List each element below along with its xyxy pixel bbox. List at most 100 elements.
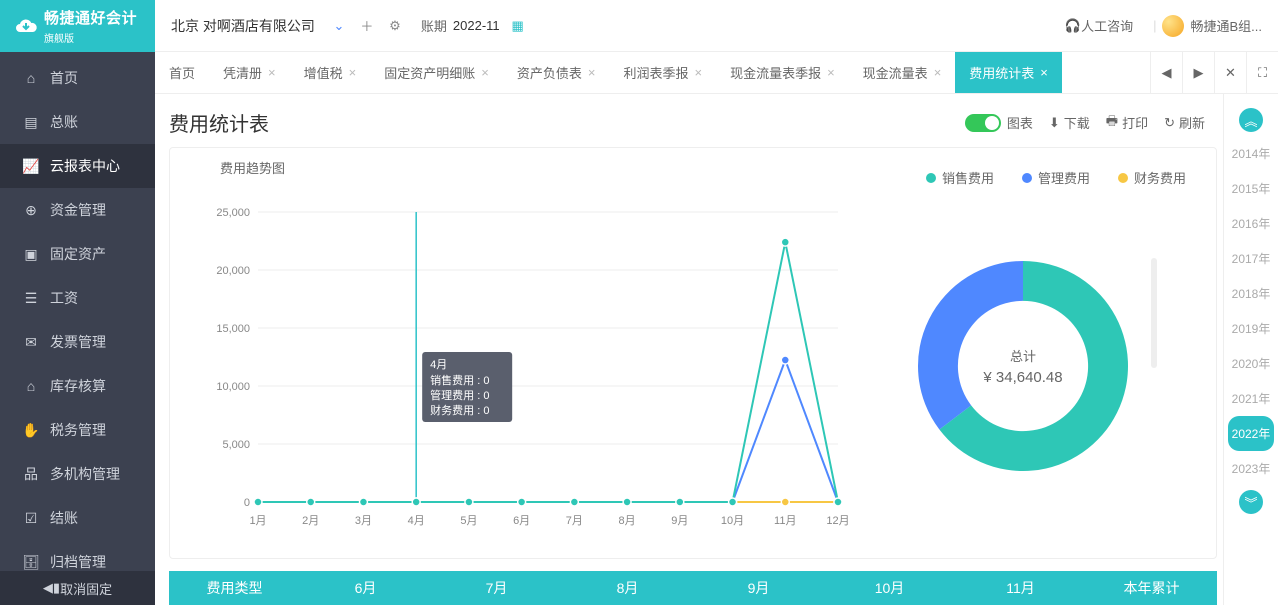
headset-icon: 🎧 (1065, 18, 1081, 34)
nav-item-stock[interactable]: ⌂库存核算 (0, 364, 155, 408)
close-icon[interactable]: × (588, 65, 596, 80)
tab[interactable]: 首页 (155, 52, 209, 93)
svg-text:0: 0 (244, 497, 250, 509)
legend-item[interactable]: 销售费用 (926, 168, 994, 187)
svg-text:8月: 8月 (619, 515, 636, 527)
nav-item-fund[interactable]: ⊕资金管理 (0, 188, 155, 232)
svg-text:5月: 5月 (460, 515, 477, 527)
page-body: 费用统计表 图表 ⬇下载 🖶打印 ↻刷新 费用趋势图 销售费用管理费用财务费用 … (155, 94, 1278, 605)
year-option[interactable]: 2018年 (1228, 276, 1274, 311)
plus-icon[interactable]: ＋ (353, 12, 381, 40)
year-option[interactable]: 2016年 (1228, 206, 1274, 241)
unpin-label: 取消固定 (60, 579, 112, 598)
nav-label: 工资 (50, 288, 78, 308)
nav-label: 归档管理 (50, 552, 106, 572)
tab[interactable]: 利润表季报 × (609, 52, 716, 93)
legend-item[interactable]: 管理费用 (1022, 168, 1090, 187)
svg-text:15,000: 15,000 (216, 323, 250, 335)
user-menu[interactable]: 畅捷通B组... (1162, 15, 1262, 37)
year-option[interactable]: 2014年 (1228, 136, 1274, 171)
year-option[interactable]: 2015年 (1228, 171, 1274, 206)
svg-text:销售费用 : 0: 销售费用 : 0 (430, 373, 489, 387)
legend-item[interactable]: 财务费用 (1118, 168, 1186, 187)
nav-item-ledger[interactable]: ▤ 总账 (0, 100, 155, 144)
chart-legend: 销售费用 管理费用 财务费用 (926, 168, 1186, 187)
nav-item-report[interactable]: 📈云报表中心 (0, 144, 155, 188)
consult-link[interactable]: 🎧 人工咨询 (1065, 16, 1133, 35)
cloud-icon (14, 14, 38, 38)
tab[interactable]: 资产负债表× (503, 52, 610, 93)
tabs-prev-button[interactable]: ◀ (1150, 52, 1182, 93)
tabs-next-button[interactable]: ▶ (1182, 52, 1214, 93)
summary-header-cell: 6月 (300, 578, 431, 598)
brand-logo: 畅捷通好会计 旗舰版 (0, 0, 155, 52)
print-icon: 🖶 (1106, 112, 1118, 134)
close-icon[interactable]: × (349, 65, 357, 80)
tab[interactable]: 凭清册 × (209, 52, 290, 93)
expense-donut-chart: 总计 ¥ 34,640.48 (908, 251, 1138, 481)
tab-label: 现金流量表季报 (730, 63, 821, 82)
nav-item-salary[interactable]: ☰工资 (0, 276, 155, 320)
year-option[interactable]: 2019年 (1228, 311, 1274, 346)
user-name: 畅捷通B组... (1190, 16, 1262, 35)
year-option[interactable]: 2022年 (1228, 416, 1274, 451)
nav-label: 库存核算 (50, 376, 106, 396)
year-option[interactable]: 2023年 (1228, 451, 1274, 486)
scrollbar-thumb[interactable] (1151, 258, 1157, 368)
print-button[interactable]: 🖶打印 (1106, 112, 1148, 134)
close-icon[interactable]: × (1040, 65, 1048, 80)
close-icon[interactable]: × (934, 65, 942, 80)
nav-item-asset[interactable]: ▣固定资产 (0, 232, 155, 276)
chart-toggle-switch[interactable] (965, 114, 1001, 132)
year-scroll-up-button[interactable]: ︽ (1239, 108, 1263, 132)
year-scroll-down-button[interactable]: ︾ (1239, 490, 1263, 514)
period-value[interactable]: 2022-11 (453, 18, 500, 33)
year-option[interactable]: 2021年 (1228, 381, 1274, 416)
summary-header-cell: 7月 (431, 578, 562, 598)
avatar-icon (1162, 15, 1184, 37)
tab[interactable]: 现金流量表× (849, 52, 956, 93)
close-icon[interactable]: × (694, 65, 702, 80)
tab-label: 增值税 (304, 63, 343, 82)
unpin-button[interactable]: ◀▮ 取消固定 (0, 571, 155, 605)
tab-label: 利润表季报 (623, 63, 688, 82)
nav-item-home[interactable]: ⌂首页 (0, 56, 155, 100)
tab[interactable]: 固定资产明细账× (370, 52, 503, 93)
nav-label: 固定资产 (50, 244, 106, 264)
nav-item-invoice[interactable]: ✉发票管理 (0, 320, 155, 364)
nav-item-org[interactable]: 品多机构管理 (0, 452, 155, 496)
tab[interactable]: 增值税 × (290, 52, 371, 93)
nav-label: 总账 (50, 112, 78, 132)
archive-icon: 🗄 (20, 554, 42, 571)
tabs-fullscreen-button[interactable]: ⛶ (1246, 52, 1278, 93)
year-option[interactable]: 2017年 (1228, 241, 1274, 276)
ledger-icon: ▤ (20, 114, 42, 131)
nav-label: 多机构管理 (50, 464, 120, 484)
tab[interactable]: 现金流量表季报 × (716, 52, 849, 93)
tab-label: 凭清册 (223, 63, 262, 82)
tabs-close-button[interactable]: ✕ (1214, 52, 1246, 93)
calendar-icon[interactable]: ▦ (504, 12, 532, 40)
svg-text:财务费用 : 0: 财务费用 : 0 (430, 403, 489, 417)
refresh-button[interactable]: ↻刷新 (1164, 113, 1205, 132)
nav-item-tax[interactable]: ✋税务管理 (0, 408, 155, 452)
nav-item-close[interactable]: ☑结账 (0, 496, 155, 540)
org-icon: 品 (20, 464, 42, 484)
close-icon[interactable]: × (827, 65, 835, 80)
tab-strip: 首页凭清册×增值税×固定资产明细账×资产负债表×利润表季报×现金流量表季报×现金… (155, 52, 1278, 94)
company-selector[interactable]: 北京 对啊酒店有限公司 (171, 16, 315, 36)
tab[interactable]: 费用统计表× (955, 52, 1062, 93)
chart-title: 费用趋势图 (220, 158, 285, 177)
download-button[interactable]: ⬇下载 (1049, 113, 1090, 132)
chevron-down-icon[interactable]: ⌄ (325, 12, 353, 40)
summary-header-cell: 本年累计 (1086, 578, 1217, 598)
year-option[interactable]: 2020年 (1228, 346, 1274, 381)
gear-icon[interactable]: ⚙ (381, 12, 409, 40)
close-icon[interactable]: × (268, 65, 276, 80)
close-icon[interactable]: × (481, 65, 489, 80)
svg-text:10,000: 10,000 (216, 381, 250, 393)
nav-label: 首页 (50, 68, 78, 88)
sidebar: 畅捷通好会计 旗舰版 ⌂首页 ▤ 总账 📈云报表中心⊕资金管理▣固定资产☰工资✉发票管… (0, 0, 155, 605)
unpin-icon: ◀▮ (43, 580, 60, 596)
svg-text:4月: 4月 (408, 515, 425, 527)
